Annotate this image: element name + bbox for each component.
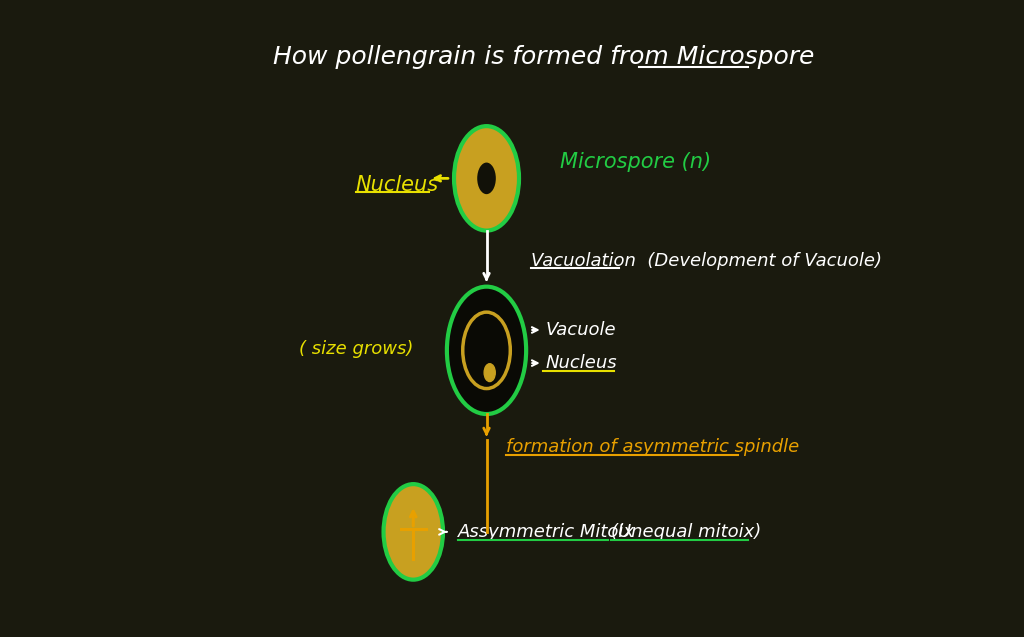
Ellipse shape [446, 287, 526, 414]
Text: (Unequal mitoix): (Unequal mitoix) [610, 523, 761, 541]
Text: Nucleus: Nucleus [356, 175, 439, 195]
Ellipse shape [484, 364, 496, 382]
Ellipse shape [476, 161, 498, 196]
Text: ( size grows): ( size grows) [299, 340, 413, 358]
Text: How pollengrain is formed from Microspore: How pollengrain is formed from Microspor… [273, 45, 814, 69]
Text: Vacuole: Vacuole [546, 321, 616, 339]
Ellipse shape [384, 484, 443, 580]
Text: Vacuolation  (Development of Vacuole): Vacuolation (Development of Vacuole) [531, 252, 882, 270]
Text: Nucleus: Nucleus [546, 354, 617, 372]
Text: Microspore (n): Microspore (n) [560, 152, 711, 173]
Text: formation of asymmetric spindle: formation of asymmetric spindle [506, 438, 799, 456]
Ellipse shape [454, 126, 519, 231]
Text: Assymmetric Mitoix: Assymmetric Mitoix [458, 523, 635, 541]
Ellipse shape [463, 312, 510, 389]
